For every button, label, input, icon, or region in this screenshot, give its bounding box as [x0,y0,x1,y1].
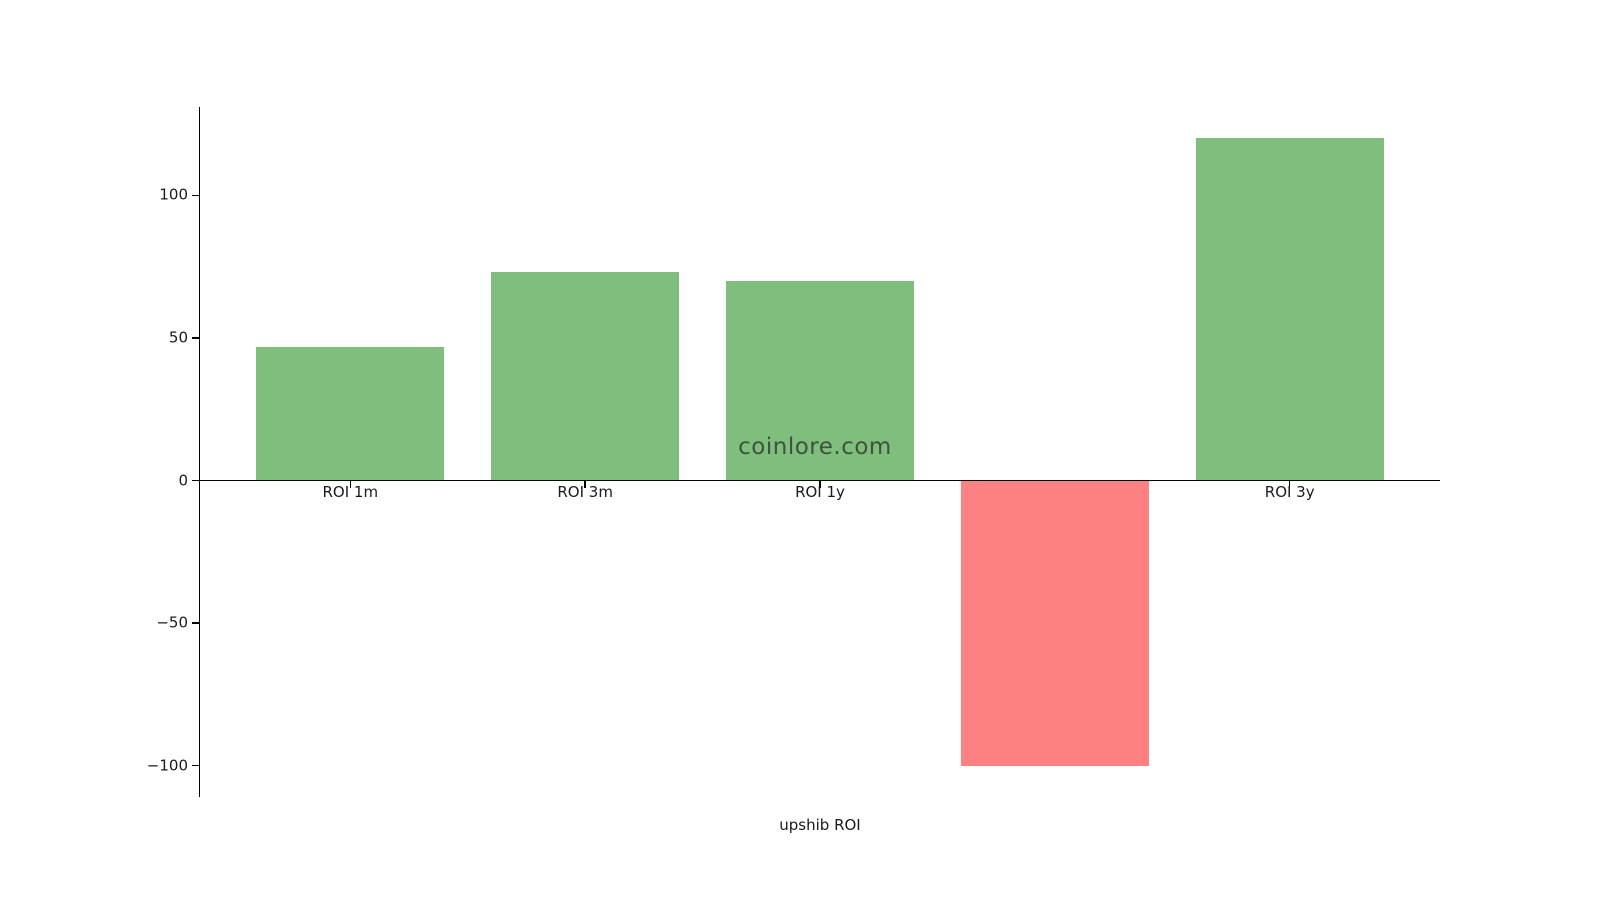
y-axis-tick [191,622,199,624]
bar-unlabeled-3 [960,480,1149,766]
bar-roi-1m [256,346,445,481]
y-tick-label: −100 [146,756,188,775]
x-tick-label: ROI 1y [795,482,845,501]
y-tick-label: 50 [168,328,188,347]
y-tick-label: 100 [159,185,188,204]
y-axis-tick [191,764,199,767]
bar-roi-3m [491,272,680,481]
y-tick-label: −50 [156,613,188,632]
x-axis-tick [584,480,586,488]
x-tick-label: ROI 1m [322,482,379,501]
x-axis-tick [1288,480,1291,488]
y-axis-tick [191,194,199,197]
bar-roi-3y [1195,138,1384,481]
chart-title: upshib ROI [779,816,861,834]
y-axis-spine [198,107,200,797]
x-tick-label: ROI 3y [1264,482,1315,501]
y-axis-tick [191,479,199,482]
bar-roi-1y [726,280,914,481]
x-tick-label: ROI 3m [557,482,613,501]
y-tick-label: 0 [178,471,188,489]
x-axis-tick [349,480,352,488]
x-axis-tick [819,480,821,488]
y-axis-tick [191,337,199,339]
watermark-text: coinlore.com [738,434,892,460]
